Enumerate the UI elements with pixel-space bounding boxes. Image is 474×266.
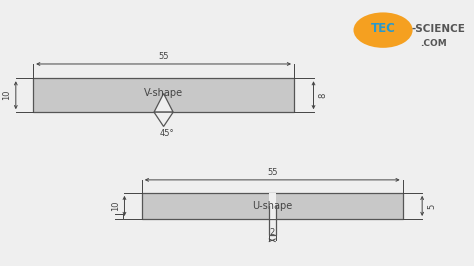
- Text: 55: 55: [158, 52, 169, 61]
- Text: V-shape: V-shape: [144, 88, 183, 98]
- Bar: [33, 78, 294, 112]
- Bar: [269, 193, 276, 219]
- Bar: [269, 219, 276, 235]
- Text: 10: 10: [2, 90, 11, 101]
- Text: 10: 10: [111, 201, 120, 211]
- Text: U-shape: U-shape: [252, 201, 292, 211]
- Circle shape: [354, 13, 412, 48]
- Text: TEC: TEC: [371, 22, 395, 35]
- Text: 55: 55: [267, 168, 277, 177]
- Text: .COM: .COM: [419, 39, 447, 48]
- Text: -SCIENCE: -SCIENCE: [411, 24, 465, 34]
- Bar: [142, 193, 402, 219]
- Polygon shape: [154, 94, 173, 112]
- Polygon shape: [154, 112, 173, 127]
- Text: 2: 2: [270, 228, 275, 237]
- Text: 8: 8: [319, 93, 327, 98]
- Text: 45°: 45°: [160, 128, 174, 138]
- Text: 5: 5: [427, 203, 436, 209]
